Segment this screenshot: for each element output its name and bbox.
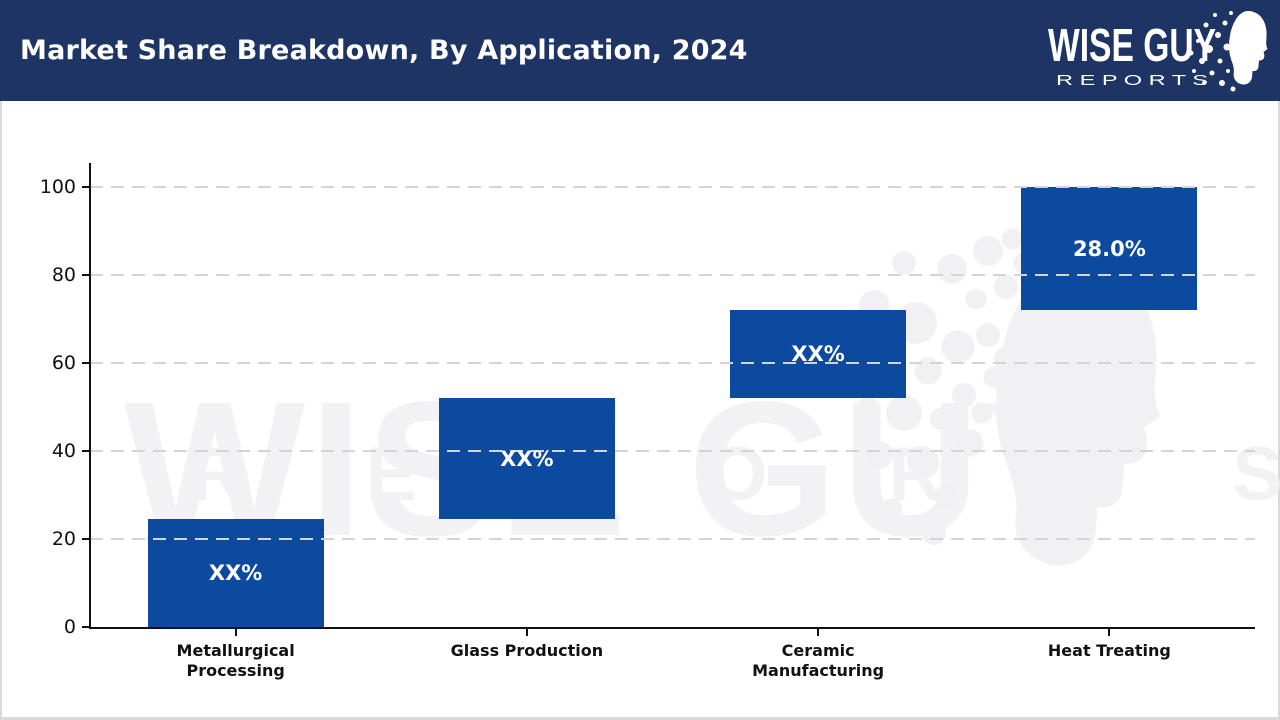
- x-tick-mark: [1108, 629, 1111, 636]
- y-tick-mark: [82, 362, 89, 364]
- y-tick-mark: [82, 626, 89, 628]
- gridline-80: [90, 274, 1255, 276]
- y-tick-label: 80: [51, 264, 76, 286]
- logo-sub: R E P O R T S: [1056, 72, 1208, 89]
- y-tick-label: 60: [51, 352, 76, 374]
- y-tick-label: 100: [39, 176, 76, 198]
- logo-face-icon: [1229, 10, 1268, 85]
- bar-value-label: XX%: [791, 342, 845, 367]
- gridline-60: [90, 362, 1255, 364]
- x-axis-line: [89, 627, 1255, 629]
- watermark-face-icon: [857, 228, 1161, 566]
- wiseguy-logo: WISE GUY R E P O R T S: [1048, 10, 1268, 91]
- x-tick-mark: [234, 629, 237, 636]
- gridline-40: [90, 450, 1255, 452]
- gridline-20: [90, 538, 1255, 540]
- y-tick-label: 20: [51, 528, 76, 550]
- bar-3: [730, 310, 907, 399]
- x-category-label: Ceramic Manufacturing: [752, 641, 885, 680]
- chart-canvas: WISE GUY R E P O R T S XX% XX% XX% 28.0% 0 20…: [2, 101, 1280, 717]
- bar-1: [147, 519, 324, 627]
- header-band: Market Share Breakdown, By Application, …: [0, 0, 1280, 101]
- bar-value-label: 28.0%: [1072, 236, 1146, 261]
- bar-4: [1021, 187, 1198, 311]
- y-tick-label: 40: [51, 440, 76, 462]
- chart-title: Market Share Breakdown, By Application, …: [20, 35, 748, 66]
- y-tick-mark: [82, 450, 89, 452]
- bar-2: [438, 398, 615, 520]
- y-tick-mark: [82, 186, 89, 188]
- gridline-100: [90, 186, 1255, 188]
- y-axis-line: [89, 163, 91, 629]
- y-tick-label: 0: [63, 616, 76, 638]
- bar-value-label: XX%: [208, 561, 263, 586]
- y-tick-mark: [82, 274, 89, 276]
- x-category-label: Glass Production: [450, 641, 604, 660]
- x-category-label: Heat Treating: [1047, 641, 1171, 660]
- x-tick-mark: [817, 629, 820, 636]
- logo-name: WISE GUY: [1048, 19, 1216, 71]
- y-tick-mark: [82, 538, 89, 540]
- wiseguy-logo-text: WISE GUY R E P O R T S: [1048, 19, 1216, 89]
- x-category-label: Metallurgical Processing: [176, 641, 295, 680]
- x-tick-mark: [525, 629, 528, 636]
- bar-value-label: XX%: [500, 446, 554, 471]
